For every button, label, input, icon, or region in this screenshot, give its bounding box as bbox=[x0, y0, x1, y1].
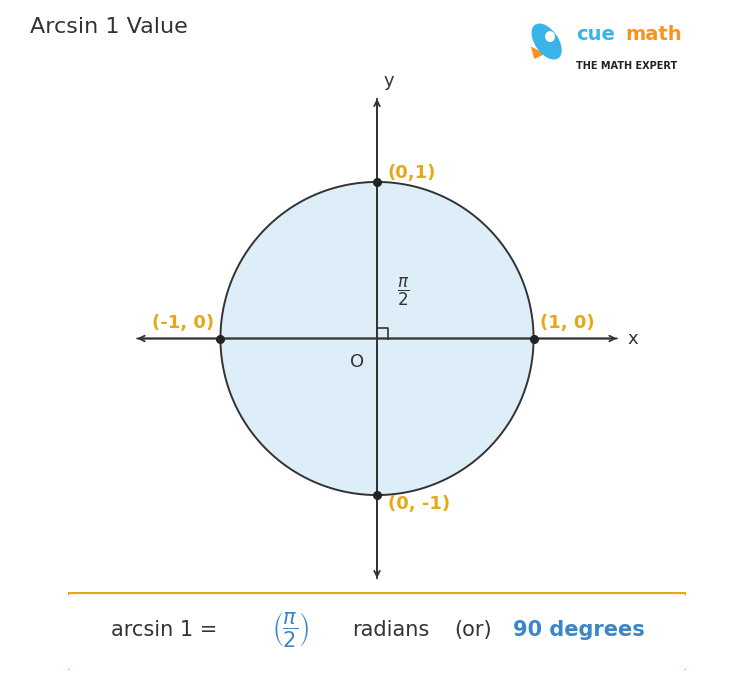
Text: (1, 0): (1, 0) bbox=[540, 314, 594, 332]
Text: (or): (or) bbox=[454, 619, 492, 640]
Text: $\left(\dfrac{\pi}{2}\right)$: $\left(\dfrac{\pi}{2}\right)$ bbox=[272, 610, 309, 649]
Text: math: math bbox=[626, 24, 682, 43]
Text: radians: radians bbox=[352, 619, 430, 640]
Text: arcsin 1 =: arcsin 1 = bbox=[111, 619, 217, 640]
Ellipse shape bbox=[532, 24, 562, 60]
Circle shape bbox=[545, 31, 555, 42]
Text: cue: cue bbox=[576, 24, 615, 43]
FancyBboxPatch shape bbox=[66, 592, 688, 672]
Text: x: x bbox=[627, 330, 638, 347]
Text: (-1, 0): (-1, 0) bbox=[152, 314, 214, 332]
Text: 90 degrees: 90 degrees bbox=[513, 619, 645, 640]
Text: O: O bbox=[351, 353, 364, 370]
Text: (0, -1): (0, -1) bbox=[388, 495, 450, 513]
Text: THE MATH EXPERT: THE MATH EXPERT bbox=[576, 62, 677, 71]
Polygon shape bbox=[531, 47, 545, 59]
Text: y: y bbox=[383, 72, 394, 89]
Text: $\dfrac{\pi}{2}$: $\dfrac{\pi}{2}$ bbox=[397, 276, 410, 307]
Text: (0,1): (0,1) bbox=[388, 164, 437, 182]
Text: Arcsin 1 Value: Arcsin 1 Value bbox=[30, 17, 188, 37]
Polygon shape bbox=[220, 182, 534, 495]
